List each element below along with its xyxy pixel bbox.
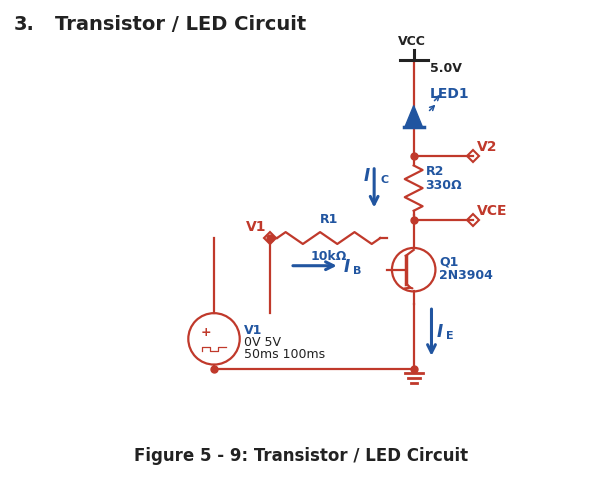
Text: E: E [446,331,454,341]
Text: +: + [201,327,211,340]
Text: 2N3904: 2N3904 [439,269,493,282]
Text: V2: V2 [477,140,497,154]
Text: I: I [436,324,442,341]
Text: I: I [364,167,370,185]
Text: C: C [380,175,388,185]
Text: 0V 5V: 0V 5V [244,336,281,349]
Text: 330Ω: 330Ω [426,179,462,192]
Text: Transistor / LED Circuit: Transistor / LED Circuit [55,14,306,34]
Text: LED1: LED1 [429,86,469,100]
Text: V1: V1 [246,220,267,234]
Text: I: I [344,258,350,276]
Text: V1: V1 [244,325,262,338]
Text: 50ms 100ms: 50ms 100ms [244,348,325,361]
Text: 10kΩ: 10kΩ [311,250,347,263]
Text: VCE: VCE [477,204,507,218]
Text: 3.: 3. [13,14,34,34]
Text: VCC: VCC [398,35,426,48]
Text: R1: R1 [320,213,338,226]
Text: Q1: Q1 [439,255,459,268]
Text: Figure 5 - 9: Transistor / LED Circuit: Figure 5 - 9: Transistor / LED Circuit [134,447,468,466]
Polygon shape [405,106,423,128]
Text: 5.0V: 5.0V [429,62,461,75]
Text: B: B [353,266,362,276]
Text: R2: R2 [426,165,444,178]
